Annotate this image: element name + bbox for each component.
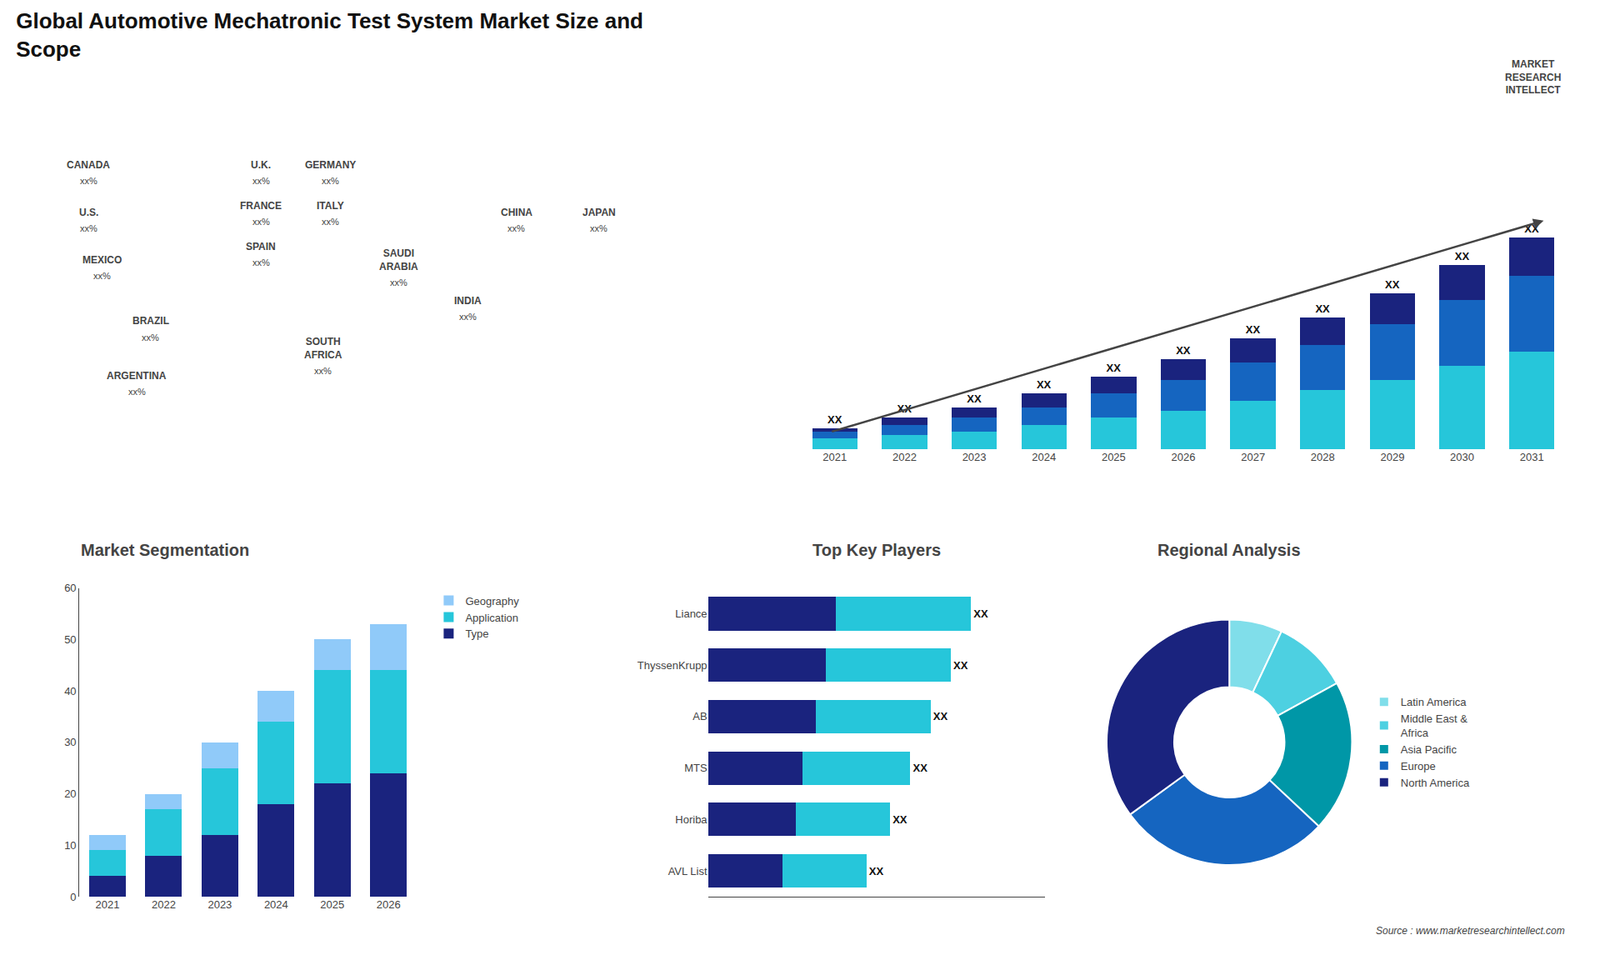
svg-text:XX: XX <box>1385 278 1400 291</box>
svg-text:AB: AB <box>692 710 707 723</box>
svg-text:Regional Analysis: Regional Analysis <box>1157 540 1301 560</box>
svg-text:SPAIN: SPAIN <box>245 240 276 253</box>
svg-text:GERMANY: GERMANY <box>305 159 356 171</box>
svg-text:INDIA: INDIA <box>454 295 482 307</box>
svg-text:North America: North America <box>1400 776 1470 790</box>
svg-text:10: 10 <box>64 839 76 852</box>
svg-text:2027: 2027 <box>1240 450 1265 464</box>
svg-text:Type: Type <box>465 627 489 640</box>
svg-text:xx%: xx% <box>321 216 340 227</box>
svg-text:ThyssenKrupp: ThyssenKrupp <box>637 659 708 672</box>
svg-text:Global Automotive Mechatronic: Global Automotive Mechatronic Test Syste… <box>15 8 644 62</box>
svg-text:2026: 2026 <box>1171 450 1196 464</box>
svg-text:2024: 2024 <box>264 898 289 911</box>
svg-text:40: 40 <box>64 685 76 698</box>
svg-text:xx%: xx% <box>314 365 332 376</box>
svg-text:XX: XX <box>966 392 982 405</box>
svg-text:XX: XX <box>912 761 928 775</box>
svg-text:AVL List: AVL List <box>668 865 708 878</box>
svg-text:CHINA: CHINA <box>500 206 533 219</box>
svg-text:2024: 2024 <box>1031 450 1056 464</box>
svg-text:2022: 2022 <box>892 450 917 464</box>
svg-text:XX: XX <box>953 659 969 672</box>
svg-text:XX: XX <box>892 813 908 826</box>
svg-text:XX: XX <box>827 413 843 426</box>
svg-text:Source : www.marketresearchint: Source : www.marketresearchintellect.com <box>1375 925 1565 937</box>
svg-text:2021: 2021 <box>95 898 120 911</box>
svg-text:Geography: Geography <box>465 595 520 608</box>
svg-text:xx%: xx% <box>507 223 525 234</box>
svg-text:0: 0 <box>70 890 76 904</box>
svg-text:Liance: Liance <box>675 607 707 620</box>
svg-text:Horiba: Horiba <box>675 813 708 826</box>
svg-text:xx%: xx% <box>141 332 160 343</box>
svg-text:2025: 2025 <box>320 898 345 911</box>
svg-text:BRAZIL: BRAZIL <box>132 315 170 327</box>
svg-text:Latin America: Latin America <box>1400 695 1468 709</box>
svg-text:2026: 2026 <box>376 898 401 911</box>
svg-text:20: 20 <box>64 787 76 800</box>
svg-text:xx%: xx% <box>252 257 270 268</box>
svg-text:MTS: MTS <box>684 761 708 775</box>
svg-text:2023: 2023 <box>962 450 987 464</box>
svg-text:XX: XX <box>1524 222 1540 235</box>
svg-text:2022: 2022 <box>151 898 176 911</box>
svg-text:Top Key Players: Top Key Players <box>812 540 941 560</box>
svg-text:30: 30 <box>64 735 76 749</box>
svg-text:xx%: xx% <box>93 270 111 281</box>
svg-text:JAPAN: JAPAN <box>582 206 616 219</box>
svg-text:Middle East &Africa: Middle East &Africa <box>1400 712 1469 740</box>
svg-text:U.K.: U.K. <box>250 159 271 171</box>
svg-text:XX: XX <box>1245 323 1261 336</box>
svg-text:CANADA: CANADA <box>66 159 110 171</box>
svg-text:XX: XX <box>1106 361 1122 375</box>
svg-text:XX: XX <box>1036 378 1052 391</box>
svg-text:xx%: xx% <box>390 277 408 288</box>
svg-text:2031: 2031 <box>1520 450 1545 464</box>
svg-text:Europe: Europe <box>1400 760 1436 773</box>
svg-text:FRANCE: FRANCE <box>240 200 282 212</box>
svg-text:ITALY: ITALY <box>316 200 345 212</box>
svg-text:2023: 2023 <box>207 898 232 911</box>
svg-text:XX: XX <box>933 710 949 723</box>
svg-text:xx%: xx% <box>590 223 608 234</box>
svg-text:xx%: xx% <box>252 175 270 186</box>
svg-text:XX: XX <box>1455 250 1470 263</box>
svg-text:Asia Pacific: Asia Pacific <box>1400 743 1458 756</box>
svg-text:xx%: xx% <box>80 223 98 234</box>
svg-text:XX: XX <box>1175 344 1191 357</box>
svg-text:XX: XX <box>897 402 913 415</box>
svg-text:60: 60 <box>64 581 76 595</box>
svg-text:50: 50 <box>64 633 76 646</box>
svg-text:Market Segmentation: Market Segmentation <box>80 540 250 560</box>
svg-text:Application: Application <box>465 611 519 625</box>
svg-text:SOUTHAFRICA: SOUTHAFRICA <box>304 335 343 361</box>
svg-text:MARKETRESEARCHINTELLECT: MARKETRESEARCHINTELLECT <box>1505 58 1561 96</box>
svg-text:ARGENTINA: ARGENTINA <box>106 370 167 382</box>
svg-text:2030: 2030 <box>1450 450 1475 464</box>
svg-text:xx%: xx% <box>321 175 340 186</box>
svg-text:XX: XX <box>973 607 989 620</box>
svg-text:2029: 2029 <box>1380 450 1405 464</box>
svg-text:XX: XX <box>869 865 885 878</box>
svg-text:xx%: xx% <box>128 386 146 397</box>
svg-text:U.S.: U.S. <box>79 206 99 219</box>
svg-text:xx%: xx% <box>80 175 98 186</box>
svg-text:xx%: xx% <box>459 311 477 322</box>
svg-text:SAUDIARABIA: SAUDIARABIA <box>379 247 419 273</box>
svg-text:2028: 2028 <box>1310 450 1335 464</box>
svg-text:XX: XX <box>1315 302 1330 315</box>
svg-text:MEXICO: MEXICO <box>82 254 122 266</box>
svg-text:2025: 2025 <box>1101 450 1126 464</box>
svg-text:2021: 2021 <box>822 450 847 464</box>
svg-text:xx%: xx% <box>252 216 270 227</box>
